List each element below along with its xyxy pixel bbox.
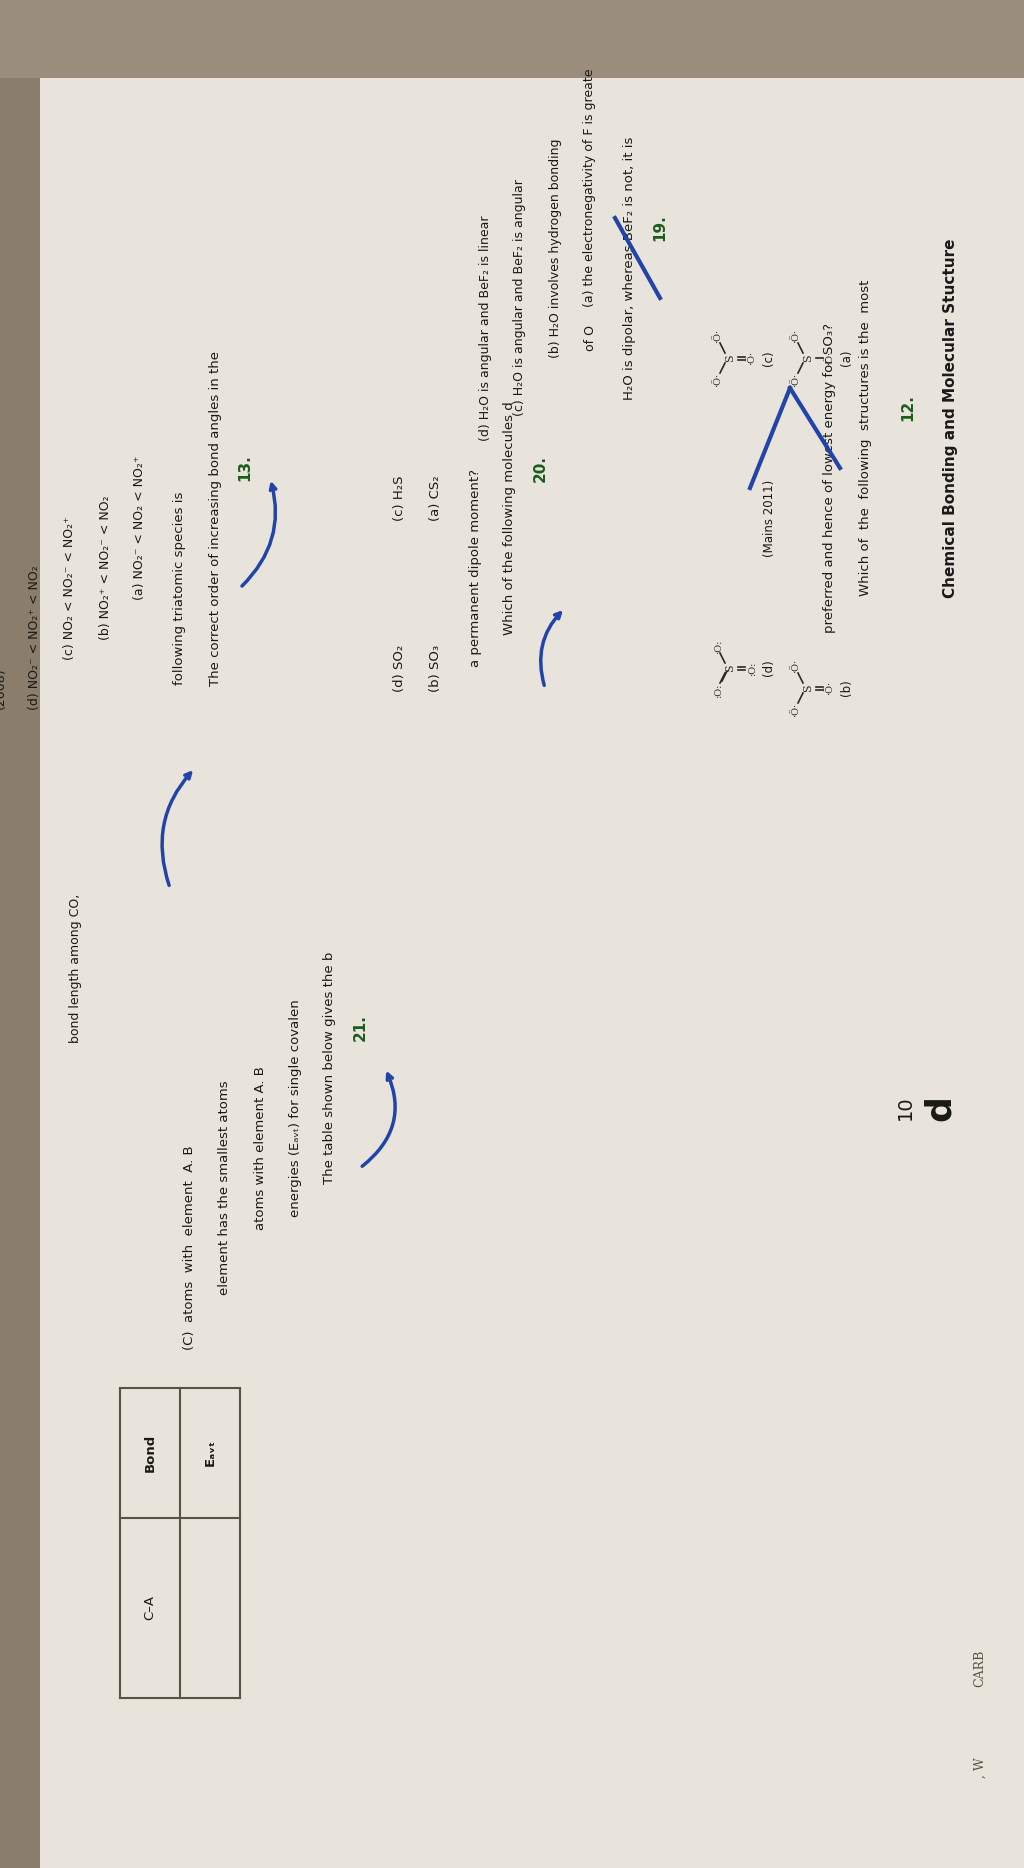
- Text: 13.: 13.: [238, 454, 253, 482]
- Text: , W: , W: [974, 1758, 986, 1778]
- Text: H₂O is dipolar, whereas BeF₂ is not, it is: H₂O is dipolar, whereas BeF₂ is not, it …: [624, 136, 637, 400]
- Text: ·Ö·: ·Ö·: [792, 329, 801, 344]
- Text: energies (Eₐᵥₜ) for single covalen: energies (Eₐᵥₜ) for single covalen: [289, 999, 301, 1216]
- Text: (b): (b): [840, 680, 853, 697]
- Text: ·Ö·: ·Ö·: [825, 682, 835, 695]
- Text: (d) SO₂: (d) SO₂: [393, 644, 407, 691]
- Bar: [0, 0, 1024, 78]
- Text: Bond: Bond: [143, 1435, 157, 1472]
- Text: (d): (d): [762, 659, 774, 676]
- Text: (b) H₂O involves hydrogen bonding: (b) H₂O involves hydrogen bonding: [549, 138, 561, 359]
- Text: 21.: 21.: [352, 1014, 368, 1042]
- Text: (a) CS₂: (a) CS₂: [428, 474, 441, 521]
- Text: (a): (a): [840, 349, 853, 366]
- Text: a permanent dipole moment?: a permanent dipole moment?: [469, 469, 481, 667]
- Text: 10: 10: [896, 1097, 914, 1121]
- Text: (C)  atoms  with  element  A. B: (C) atoms with element A. B: [183, 1145, 197, 1351]
- Text: ·Ö·: ·Ö·: [792, 659, 801, 672]
- Text: S: S: [725, 665, 735, 672]
- Text: C–A: C–A: [143, 1595, 157, 1621]
- Text: :O:: :O:: [714, 684, 723, 697]
- Text: ·Ö·: ·Ö·: [714, 329, 723, 344]
- Text: atoms with element A. B: atoms with element A. B: [254, 1067, 266, 1229]
- Text: (a) NO₂⁻ < NO₂ < NO₂⁺: (a) NO₂⁻ < NO₂ < NO₂⁺: [133, 456, 146, 600]
- Text: preferred and hence of lowest energy for SO₃?: preferred and hence of lowest energy for…: [823, 323, 837, 633]
- Text: The table shown below gives the b: The table shown below gives the b: [324, 953, 337, 1184]
- Text: 19.: 19.: [652, 215, 668, 241]
- Text: ·Ö·: ·Ö·: [748, 351, 757, 364]
- Text: 12.: 12.: [900, 394, 915, 422]
- Text: 20.: 20.: [532, 454, 548, 482]
- Text: The correct order of increasing bond angles in the: The correct order of increasing bond ang…: [209, 351, 221, 686]
- Text: element has the smallest atoms: element has the smallest atoms: [218, 1082, 231, 1295]
- Text: (b) NO₂⁺ < NO₂⁻ < NO₂: (b) NO₂⁺ < NO₂⁻ < NO₂: [98, 495, 112, 641]
- Text: (b) SO₃: (b) SO₃: [428, 644, 441, 691]
- Text: Which of the following molecules d: Which of the following molecules d: [504, 402, 516, 635]
- Text: (c) NO₂ < NO₂⁻ < NO₂⁺: (c) NO₂ < NO₂⁻ < NO₂⁺: [63, 516, 77, 659]
- Text: d: d: [923, 1095, 957, 1121]
- Text: S: S: [725, 355, 735, 362]
- Text: Chemical Bonding and Molecular Stucture: Chemical Bonding and Molecular Stucture: [942, 239, 957, 598]
- Text: following triatomic species is: following triatomic species is: [173, 491, 186, 686]
- Text: (a) the electronegativity of F is greate: (a) the electronegativity of F is greate: [584, 69, 597, 306]
- Text: (d) H₂O is angular and BeF₂ is linear: (d) H₂O is angular and BeF₂ is linear: [478, 215, 492, 441]
- Bar: [0, 0, 55, 1868]
- Text: ·Ö·: ·Ö·: [825, 351, 835, 364]
- Text: (c) H₂S: (c) H₂S: [393, 474, 407, 521]
- Text: (Mains 2011): (Mains 2011): [764, 480, 776, 557]
- Text: S: S: [803, 355, 813, 362]
- Text: CARB: CARB: [974, 1649, 986, 1687]
- Text: ·Ö·: ·Ö·: [714, 374, 723, 387]
- Text: S: S: [803, 684, 813, 691]
- Text: bond length among CO,: bond length among CO,: [69, 893, 82, 1042]
- Text: ·Ö·: ·Ö·: [792, 702, 801, 717]
- Text: of O: of O: [584, 325, 597, 351]
- Text: (c): (c): [762, 349, 774, 366]
- Text: Eₐᵥₜ: Eₐᵥₜ: [204, 1440, 216, 1466]
- Text: (2008): (2008): [0, 667, 6, 708]
- Text: (c) H₂O is angular and BeF₂ is angular: (c) H₂O is angular and BeF₂ is angular: [513, 179, 526, 417]
- Text: :O:: :O:: [748, 661, 757, 674]
- Text: ·Ö·: ·Ö·: [792, 374, 801, 387]
- Text: Which of  the  following  structures is the  most: Which of the following structures is the…: [858, 280, 871, 596]
- Text: (d) NO₂⁻ < NO₂⁺ < NO₂: (d) NO₂⁻ < NO₂⁺ < NO₂: [29, 566, 42, 710]
- Text: :O:: :O:: [714, 639, 723, 654]
